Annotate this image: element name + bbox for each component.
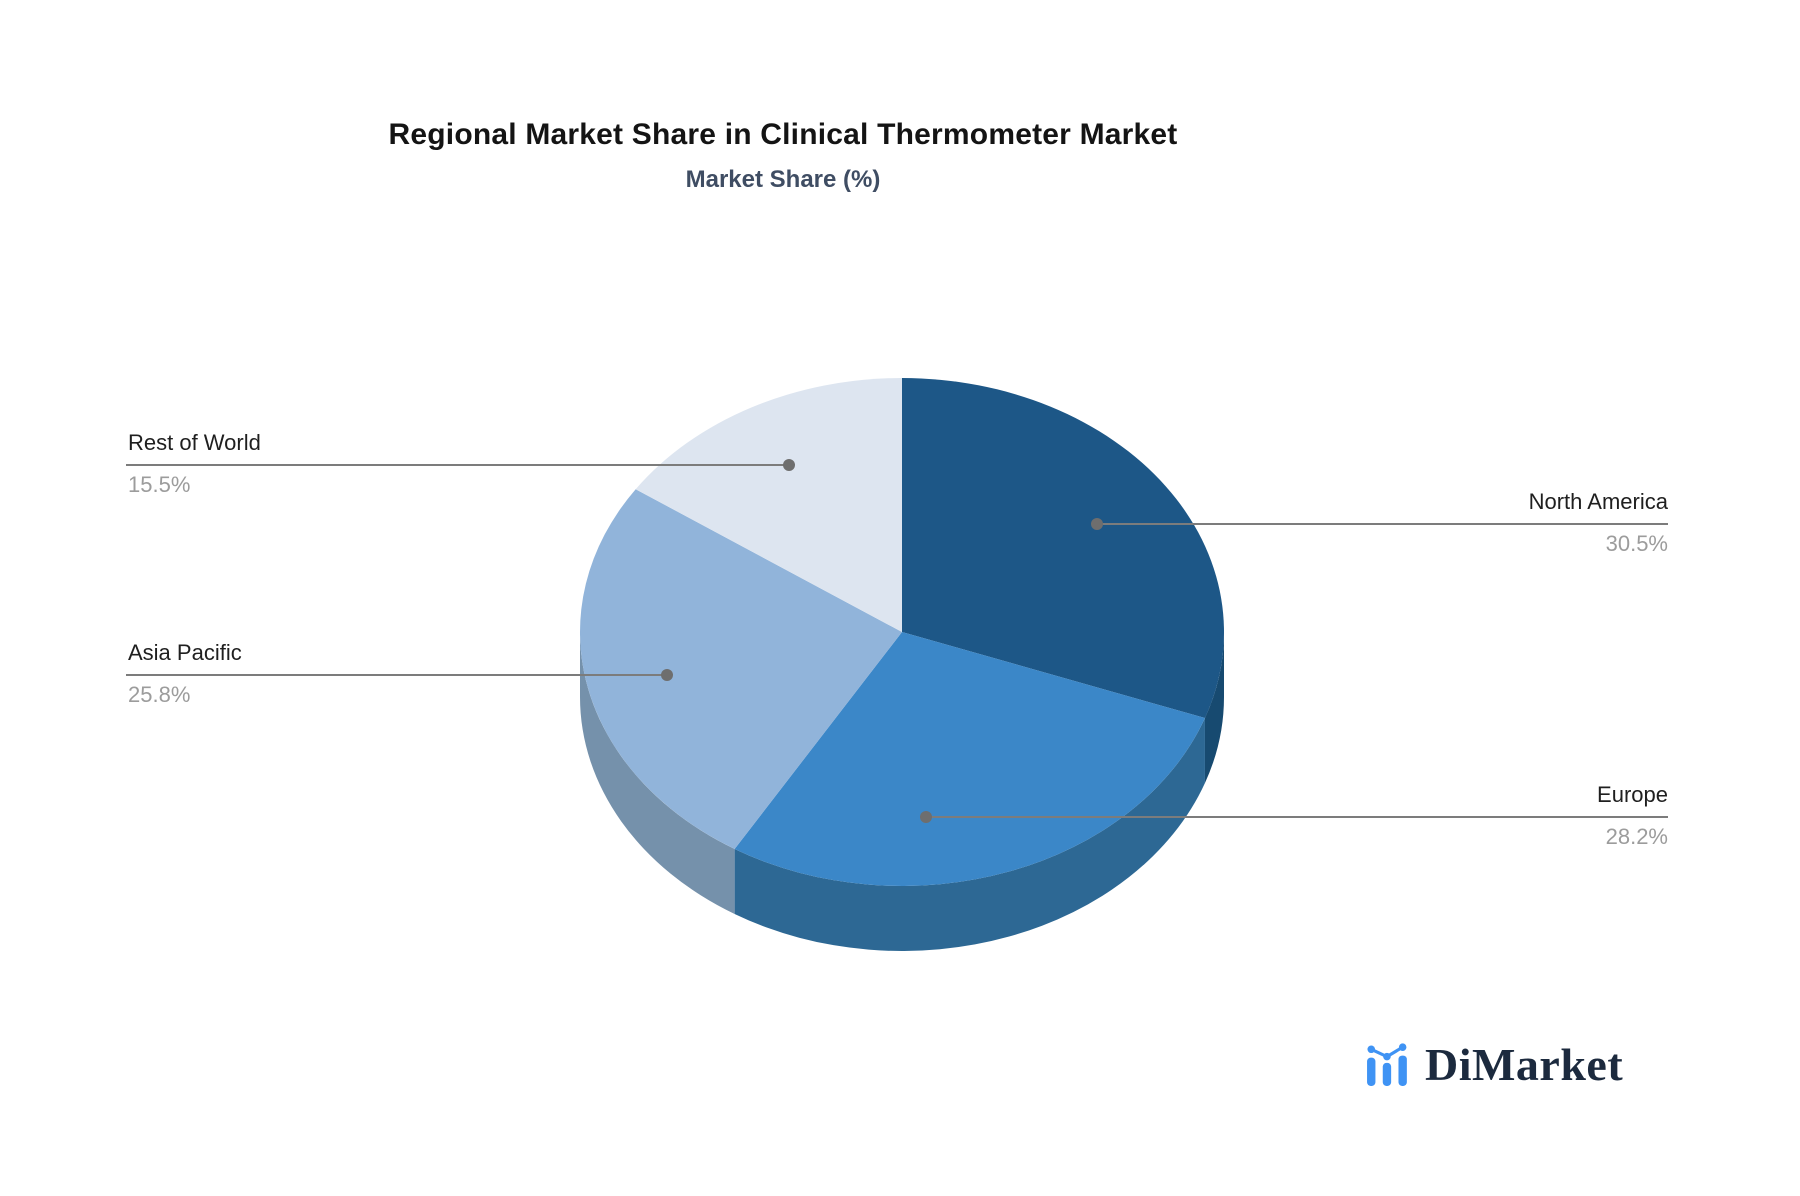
leader-dot-asia-pacific bbox=[661, 669, 673, 681]
brand-name: DiMarket bbox=[1425, 1039, 1624, 1090]
slice-label-europe: Europe bbox=[1597, 782, 1668, 807]
slice-value-europe: 28.2% bbox=[1605, 824, 1668, 849]
bar-chart-logo-icon bbox=[1367, 1043, 1407, 1086]
chart-subtitle: Market Share (%) bbox=[685, 166, 881, 193]
pie-slice-side-north-america bbox=[1204, 632, 1224, 784]
pie-slice-asia-pacific[interactable] bbox=[579, 489, 902, 849]
chart-header: Regional Market Share in Clinical Thermo… bbox=[0, 118, 1566, 194]
leader-dot-north-america bbox=[1091, 518, 1103, 530]
slice-value-rest-of-world: 15.5% bbox=[128, 472, 191, 497]
pie-slice-north-america[interactable] bbox=[902, 378, 1224, 719]
slice-value-asia-pacific: 25.8% bbox=[128, 682, 191, 707]
pie-slice-europe[interactable] bbox=[734, 632, 1205, 887]
slice-label-asia-pacific: Asia Pacific bbox=[128, 640, 242, 665]
slice-label-rest-of-world: Rest of World bbox=[128, 430, 261, 455]
brand-logo[interactable]: DiMarket bbox=[1366, 1042, 1623, 1088]
leader-dot-rest-of-world bbox=[783, 459, 795, 471]
slice-label-north-america: North America bbox=[1528, 489, 1668, 514]
slice-value-north-america: 30.5% bbox=[1605, 531, 1668, 556]
pie-slice-side-europe bbox=[734, 718, 1205, 952]
pie-slice-side-asia-pacific bbox=[580, 632, 735, 914]
pie-slice-rest-of-world[interactable] bbox=[635, 378, 902, 632]
leader-dot-europe bbox=[920, 811, 932, 823]
chart-title: Regional Market Share in Clinical Thermo… bbox=[388, 118, 1178, 151]
